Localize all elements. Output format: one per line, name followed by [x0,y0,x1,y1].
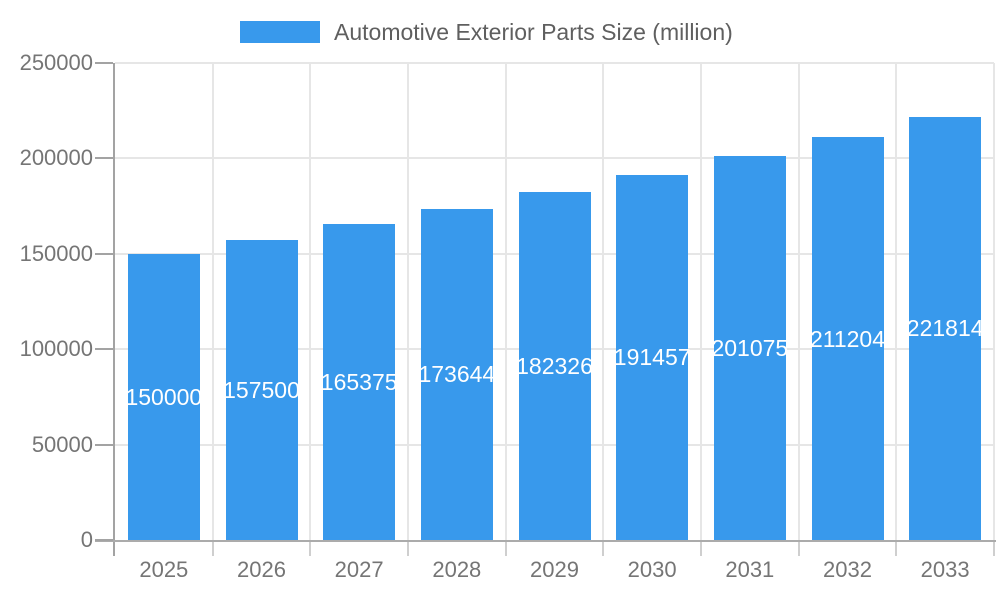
x-tick-mark [211,542,214,556]
x-tick-mark [407,542,409,556]
bar[interactable] [225,239,298,540]
bar[interactable] [127,253,200,540]
x-tick-mark [797,542,800,556]
v-gridline [602,63,605,540]
x-axis-tick-label: 2028 [432,557,482,582]
bar-value-label: 182326 [516,353,593,380]
bar[interactable] [323,224,396,540]
x-axis-tick-label: 2027 [334,557,384,582]
bar-value-label: 173644 [418,361,496,388]
bar-value-label: 165375 [320,369,398,396]
legend-label: Automotive Exterior Parts Size (million) [334,18,733,45]
v-gridline [504,63,507,540]
bar-value-label: 201075 [711,335,789,362]
bar[interactable] [518,192,591,540]
bar[interactable] [811,137,884,540]
x-axis-tick-label: 2029 [530,557,579,582]
bar[interactable] [909,116,982,540]
x-axis-tick-label: 2030 [627,557,677,582]
bar-value-label: 150000 [125,383,203,410]
y-tick-mark [95,252,113,255]
y-axis-tick-label: 0 [80,527,93,552]
bar-value-label: 211204 [809,325,886,352]
y-axis-tick-label: 250000 [19,50,93,75]
legend: Automotive Exterior Parts Size (million) [240,15,733,49]
x-axis-line [95,540,996,542]
y-tick-mark [95,539,113,541]
v-gridline [211,63,214,540]
x-tick-mark [602,542,605,556]
y-tick-mark [95,443,113,446]
x-tick-mark [504,542,507,556]
y-axis-tick-label: 150000 [19,240,93,266]
bar[interactable] [616,174,689,540]
v-gridline [700,63,702,540]
x-axis-tick-label: 2032 [823,557,872,582]
v-gridline [895,63,898,540]
x-axis-tick-label: 2026 [237,557,286,582]
v-gridline [309,63,312,540]
bar-value-label: 157500 [223,376,300,403]
y-axis-tick-label: 200000 [19,145,93,171]
v-gridline [797,63,800,540]
x-axis-tick-label: 2025 [139,557,189,582]
x-axis-tick-label: 2031 [725,557,775,582]
x-tick-mark [700,542,702,556]
bar-value-label: 221814 [906,315,984,342]
bar[interactable] [713,156,786,540]
y-tick-mark [95,62,113,64]
v-gridline [993,63,995,540]
plot-area: 0 50000 100000 150000 200000 250000 150000 2025… [20,50,996,582]
x-tick-mark [895,542,898,556]
y-tick-mark [95,348,113,351]
y-axis-line [113,63,115,556]
x-tick-mark [309,542,312,556]
x-axis-tick-label: 2033 [920,557,970,582]
x-tick-mark [993,542,995,556]
bar[interactable] [420,208,493,540]
y-axis-tick-label: 50000 [31,431,93,457]
y-tick-mark [95,157,113,160]
h-gridline [115,62,994,64]
bar-value-label: 191457 [613,344,691,371]
h-gridline [115,157,994,160]
y-axis-tick-label: 100000 [19,336,93,362]
v-gridline [407,63,409,540]
legend-swatch [240,21,320,43]
